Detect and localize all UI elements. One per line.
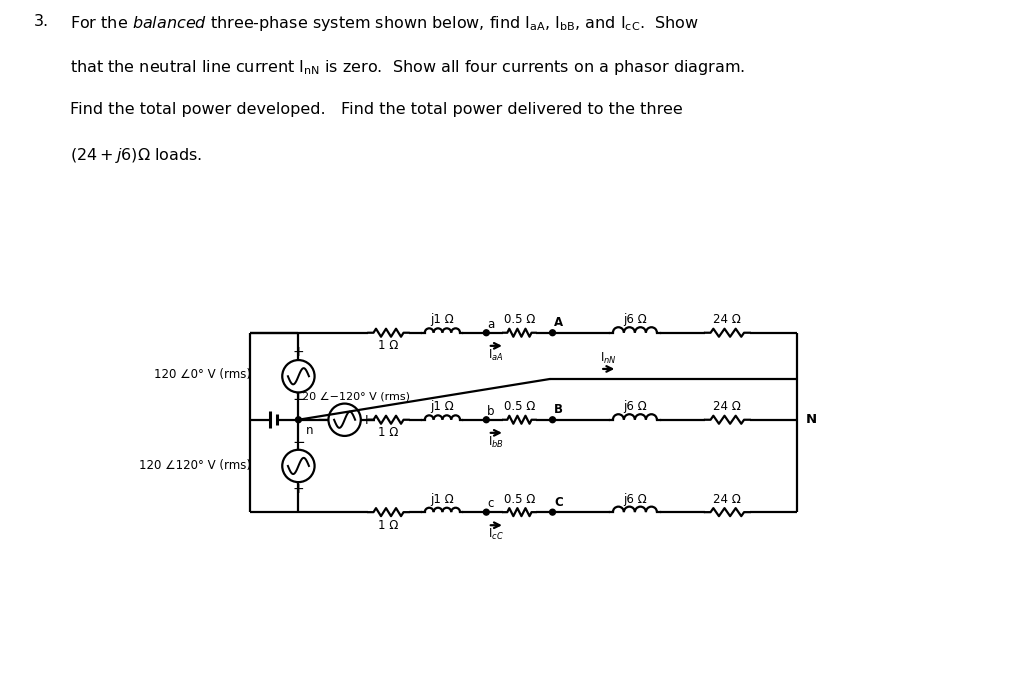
Text: For the $\mathit{balanced}$ three-phase system shown below, find I$_{\rm aA}$, I: For the $\mathit{balanced}$ three-phase … <box>70 14 698 33</box>
Circle shape <box>550 330 555 336</box>
Text: 24 Ω: 24 Ω <box>714 313 741 326</box>
Text: 120 ∠0° V (rms): 120 ∠0° V (rms) <box>154 368 251 381</box>
Text: b: b <box>487 405 495 417</box>
Text: Find the total power developed.   Find the total power delivered to the three: Find the total power developed. Find the… <box>70 102 682 117</box>
Text: +: + <box>293 482 304 496</box>
Circle shape <box>483 417 489 423</box>
Circle shape <box>296 417 301 423</box>
Text: j6 Ω: j6 Ω <box>623 313 647 326</box>
Text: I$_{aA}$: I$_{aA}$ <box>488 347 504 362</box>
Text: −: − <box>316 412 330 427</box>
Text: j1 Ω: j1 Ω <box>430 492 455 505</box>
Text: n: n <box>306 424 313 437</box>
Text: I$_{cC}$: I$_{cC}$ <box>488 527 504 542</box>
Text: $(24+j6)\Omega$ loads.: $(24+j6)\Omega$ loads. <box>70 146 202 165</box>
Text: 24 Ω: 24 Ω <box>714 492 741 505</box>
Text: 0.5 Ω: 0.5 Ω <box>504 492 536 505</box>
Text: −: − <box>292 434 305 449</box>
Text: 0.5 Ω: 0.5 Ω <box>504 313 536 326</box>
Text: j6 Ω: j6 Ω <box>623 492 647 505</box>
Circle shape <box>483 330 489 336</box>
Text: B: B <box>554 403 563 416</box>
Text: c: c <box>487 497 495 510</box>
Text: +: + <box>293 345 304 360</box>
Text: j1 Ω: j1 Ω <box>430 400 455 413</box>
Text: 3.: 3. <box>34 14 49 29</box>
Circle shape <box>550 417 555 423</box>
Text: 120 ∠−120° V (rms): 120 ∠−120° V (rms) <box>295 392 410 402</box>
Circle shape <box>483 509 489 515</box>
Text: 1 Ω: 1 Ω <box>378 519 398 532</box>
Text: j1 Ω: j1 Ω <box>430 313 455 326</box>
Text: a: a <box>487 318 495 331</box>
Text: I$_{bB}$: I$_{bB}$ <box>488 434 504 449</box>
Text: N: N <box>806 413 817 426</box>
Text: 24 Ω: 24 Ω <box>714 400 741 413</box>
Text: 1 Ω: 1 Ω <box>378 339 398 352</box>
Text: that the neutral line current I$_{\rm nN}$ is zero.  Show all four currents on a: that the neutral line current I$_{\rm nN… <box>70 58 744 77</box>
Text: j6 Ω: j6 Ω <box>623 400 647 413</box>
Text: 1 Ω: 1 Ω <box>378 426 398 439</box>
Text: 0.5 Ω: 0.5 Ω <box>504 400 536 413</box>
Text: A: A <box>554 316 563 329</box>
Circle shape <box>550 509 555 515</box>
Text: +: + <box>360 413 372 427</box>
Text: −: − <box>292 392 305 407</box>
Text: 120 ∠120° V (rms): 120 ∠120° V (rms) <box>138 460 251 473</box>
Text: C: C <box>554 496 563 509</box>
Text: I$_{nN}$: I$_{nN}$ <box>600 351 617 366</box>
